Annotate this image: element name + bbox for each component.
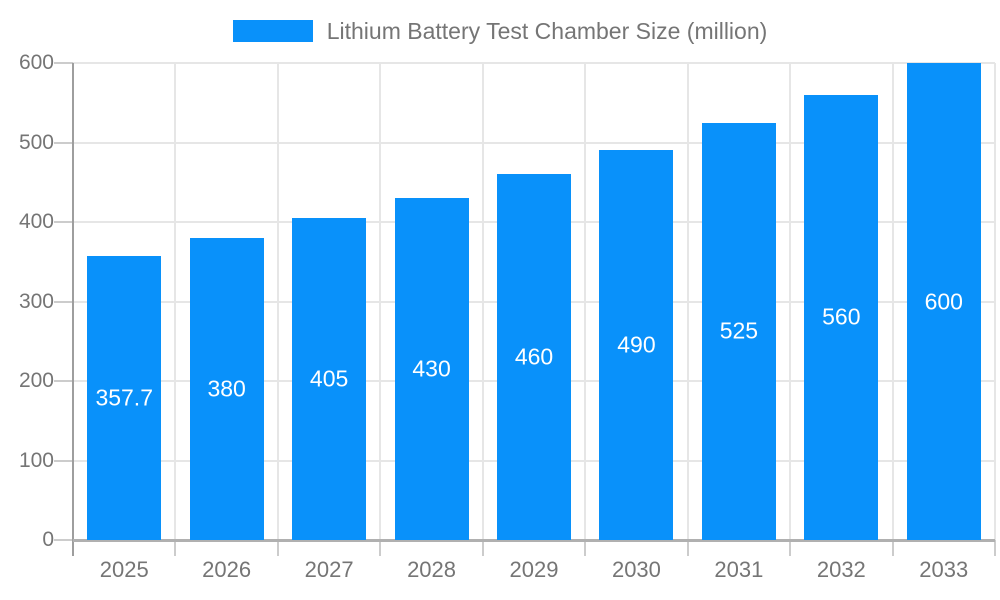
x-gridline bbox=[584, 63, 587, 540]
x-axis-tick bbox=[686, 540, 689, 556]
x-axis-tick bbox=[584, 540, 587, 556]
bar-value-label: 560 bbox=[822, 303, 861, 330]
y-axis-tick bbox=[54, 539, 73, 541]
x-axis-tick bbox=[891, 540, 894, 556]
y-gridline bbox=[73, 141, 995, 144]
x-axis-tick-label: 2032 bbox=[816, 557, 866, 582]
bar[interactable]: 560 bbox=[804, 94, 879, 540]
x-gridline bbox=[994, 63, 996, 540]
bar[interactable]: 600 bbox=[906, 63, 981, 540]
bar[interactable]: 357.7 bbox=[87, 255, 162, 540]
x-gridline bbox=[789, 63, 792, 540]
x-axis-tick bbox=[789, 540, 792, 556]
x-axis-tick-label: 2027 bbox=[304, 557, 354, 582]
x-axis-tick-label: 2030 bbox=[611, 557, 661, 582]
x-axis-tick bbox=[379, 540, 382, 556]
y-axis-tick-label: 500 bbox=[18, 130, 54, 154]
y-axis-tick bbox=[54, 141, 73, 144]
bar-value-label: 600 bbox=[924, 288, 963, 314]
y-gridline bbox=[73, 62, 995, 64]
legend-label: Lithium Battery Test Chamber Size (milli… bbox=[326, 18, 768, 44]
bar-value-label: 430 bbox=[412, 355, 451, 382]
y-axis-tick bbox=[54, 380, 73, 382]
bar[interactable]: 405 bbox=[292, 218, 367, 540]
x-gridline bbox=[481, 63, 484, 540]
y-axis-tick bbox=[54, 62, 73, 64]
bar-value-label: 357.7 bbox=[95, 384, 153, 411]
x-axis-tick-label: 2028 bbox=[407, 557, 457, 582]
y-axis-line bbox=[72, 63, 74, 556]
y-axis-tick-label: 300 bbox=[18, 289, 54, 313]
x-axis-tick-label: 2026 bbox=[202, 557, 252, 582]
bar-value-label: 380 bbox=[207, 375, 246, 402]
x-gridline bbox=[276, 63, 279, 540]
bar[interactable]: 490 bbox=[599, 150, 674, 540]
y-axis-tick-label: 100 bbox=[18, 448, 54, 472]
x-gridline bbox=[686, 63, 689, 540]
legend-swatch bbox=[232, 20, 313, 42]
bar[interactable]: 380 bbox=[189, 237, 264, 540]
y-axis-tick-label: 400 bbox=[18, 210, 54, 233]
bar-value-label: 525 bbox=[719, 317, 759, 344]
y-axis-tick bbox=[54, 221, 73, 223]
x-axis-tick-label: 2033 bbox=[919, 557, 969, 582]
bar-value-label: 460 bbox=[514, 343, 554, 370]
chart-plot-area: 0 100 200 300 400 500 600 357.7 2025 380 2026 405 20… bbox=[19, 51, 996, 582]
y-axis-tick-label: 200 bbox=[18, 369, 54, 392]
y-axis-tick-label: 600 bbox=[18, 51, 54, 74]
x-gridline bbox=[891, 63, 894, 540]
x-axis-tick bbox=[276, 540, 279, 556]
bar[interactable]: 460 bbox=[497, 174, 571, 540]
x-axis-tick-label: 2029 bbox=[509, 557, 559, 582]
x-axis-line bbox=[73, 538, 995, 542]
bar-value-label: 490 bbox=[617, 331, 656, 358]
x-gridline bbox=[174, 63, 177, 540]
x-axis-tick bbox=[994, 540, 996, 556]
x-gridline bbox=[379, 63, 382, 540]
x-axis-tick-label: 2025 bbox=[99, 557, 149, 582]
chart-legend[interactable]: Lithium Battery Test Chamber Size (milli… bbox=[0, 19, 1000, 43]
y-axis-tick bbox=[54, 300, 73, 303]
bar-value-label: 405 bbox=[309, 365, 349, 392]
x-axis-tick bbox=[174, 540, 177, 556]
bar[interactable]: 525 bbox=[701, 122, 776, 540]
y-axis-tick bbox=[54, 459, 73, 462]
x-axis-tick-label: 2031 bbox=[714, 557, 764, 582]
bar[interactable]: 430 bbox=[394, 198, 469, 540]
y-axis-tick-label: 0 bbox=[42, 528, 54, 551]
x-axis-tick bbox=[481, 540, 484, 556]
